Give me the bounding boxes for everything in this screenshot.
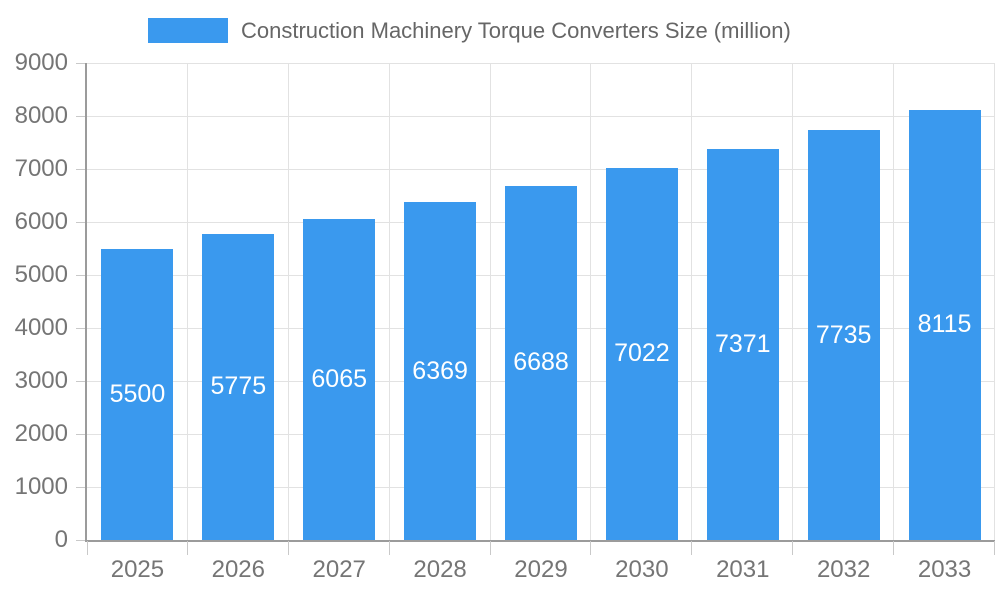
x-tick-label: 2030 [615, 556, 669, 583]
y-tick-label: 3000 [14, 367, 68, 394]
x-tick-label: 2025 [110, 556, 165, 583]
y-tick-label: 8000 [14, 102, 68, 129]
y-tick-mark [76, 63, 85, 64]
y-tick-label: 2000 [14, 420, 68, 447]
x-gridline [287, 63, 289, 540]
bar[interactable]: 7371 [706, 149, 779, 540]
y-tick-mark [76, 169, 85, 170]
y-gridline [87, 62, 995, 64]
bar[interactable]: 5775 [202, 233, 275, 540]
x-tick-mark [287, 541, 289, 555]
y-tick-label: 4000 [14, 314, 68, 341]
x-tick-mark [186, 541, 188, 555]
x-tick-label: 2026 [211, 556, 265, 583]
bar-value-label: 8115 [917, 310, 972, 339]
x-gridline [590, 63, 592, 540]
bar[interactable]: 6369 [404, 202, 477, 540]
y-tick-mark [76, 487, 85, 488]
x-tick-mark [893, 541, 895, 555]
x-tick-label: 2031 [716, 556, 770, 583]
x-gridline [388, 63, 390, 540]
y-tick-mark [76, 434, 85, 435]
x-gridline [792, 63, 794, 540]
y-tick-label: 0 [54, 526, 68, 553]
y-gridline [87, 115, 995, 117]
legend-label: Construction Machinery Torque Converters… [241, 17, 791, 43]
x-tick-label: 2032 [816, 556, 871, 583]
x-tick-mark [590, 541, 592, 555]
x-tick-mark [994, 541, 995, 555]
bar-value-label: 5500 [109, 379, 166, 408]
bar-value-label: 6065 [311, 364, 368, 393]
bar[interactable]: 7022 [605, 167, 678, 540]
bar[interactable]: 8115 [908, 109, 981, 540]
x-tick-label: 2029 [514, 556, 568, 583]
bar-value-label: 6369 [412, 356, 468, 385]
legend[interactable]: Construction Machinery Torque Converters… [148, 18, 791, 43]
x-gridline [691, 63, 693, 540]
legend-swatch-icon [148, 18, 228, 43]
y-tick-label: 1000 [14, 473, 68, 500]
bar[interactable]: 6688 [505, 185, 577, 540]
x-tick-mark [489, 541, 491, 555]
plot-area: 5500 5775 6065 6369 6688 7022 7371 7735 8115 [85, 62, 995, 542]
x-tick-label: 2028 [413, 556, 467, 583]
bar-value-label: 7371 [714, 330, 771, 359]
x-gridline [489, 63, 491, 540]
x-tick-mark [691, 541, 693, 555]
x-gridline [994, 63, 995, 540]
y-tick-mark [76, 381, 85, 382]
x-tick-mark [792, 541, 794, 555]
x-gridline [893, 63, 895, 540]
bar-value-label: 5775 [210, 372, 267, 401]
y-gridline [87, 168, 995, 170]
bar-value-label: 7022 [614, 339, 670, 368]
x-tick-mark [87, 541, 88, 555]
bar-value-label: 7735 [815, 320, 872, 349]
y-tick-mark [76, 328, 85, 329]
x-tick-label: 2033 [917, 556, 972, 583]
y-tick-mark [76, 116, 85, 117]
bar[interactable]: 7735 [807, 130, 880, 540]
y-tick-mark [76, 222, 85, 223]
y-tick-label: 9000 [14, 49, 68, 76]
bar[interactable]: 6065 [303, 218, 376, 540]
y-tick-mark [76, 275, 85, 276]
y-tick-label: 5000 [14, 261, 68, 288]
x-gridline [186, 63, 188, 540]
x-tick-label: 2027 [312, 556, 366, 583]
y-tick-label: 7000 [14, 155, 68, 182]
y-tick-label: 6000 [14, 208, 68, 235]
y-tick-mark [76, 540, 85, 541]
bar[interactable]: 5500 [101, 248, 174, 540]
x-tick-mark [388, 541, 390, 555]
bar-value-label: 6688 [513, 348, 569, 377]
